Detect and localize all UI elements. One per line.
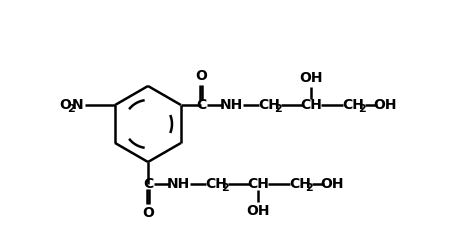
- Text: O: O: [59, 98, 71, 112]
- Text: 2: 2: [274, 104, 282, 114]
- Text: CH: CH: [205, 177, 227, 191]
- Text: C: C: [143, 177, 153, 191]
- Text: 2: 2: [305, 183, 313, 193]
- Text: OH: OH: [299, 71, 323, 85]
- Text: 2: 2: [221, 183, 229, 193]
- Text: 2: 2: [67, 104, 75, 114]
- Text: 2: 2: [358, 104, 366, 114]
- Text: OH: OH: [246, 204, 270, 218]
- Text: CH: CH: [289, 177, 311, 191]
- Text: OH: OH: [373, 98, 397, 112]
- Text: CH: CH: [258, 98, 280, 112]
- Text: CH: CH: [342, 98, 364, 112]
- Text: C: C: [196, 98, 206, 112]
- Text: CH: CH: [300, 98, 322, 112]
- Text: O: O: [142, 206, 154, 220]
- Text: NH: NH: [219, 98, 243, 112]
- Text: NH: NH: [167, 177, 190, 191]
- Text: O: O: [195, 69, 207, 83]
- Text: CH: CH: [247, 177, 269, 191]
- Text: OH: OH: [320, 177, 344, 191]
- Text: N: N: [71, 98, 83, 112]
